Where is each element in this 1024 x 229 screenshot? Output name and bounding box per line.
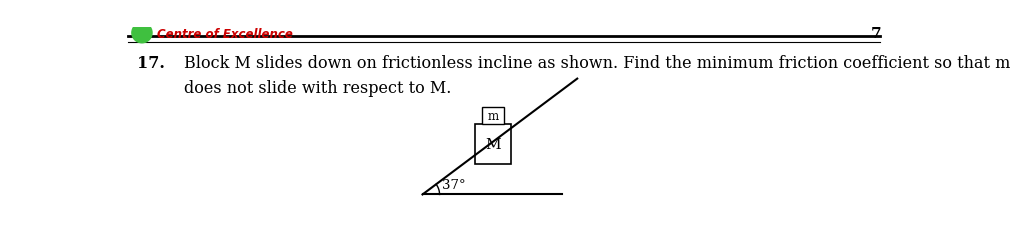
Text: M: M (485, 137, 501, 151)
Text: 17.: 17. (137, 54, 165, 71)
Text: m: m (487, 109, 499, 122)
Text: Centre of Excellence: Centre of Excellence (158, 27, 293, 41)
Text: 37°: 37° (442, 179, 466, 191)
Text: 7: 7 (870, 27, 882, 41)
Circle shape (132, 24, 152, 44)
Text: Block M slides down on frictionless incline as shown. Find the minimum friction : Block M slides down on frictionless incl… (183, 54, 1010, 71)
Bar (482, 107, 504, 124)
Bar (475, 124, 511, 164)
Text: does not slide with respect to M.: does not slide with respect to M. (183, 80, 452, 97)
